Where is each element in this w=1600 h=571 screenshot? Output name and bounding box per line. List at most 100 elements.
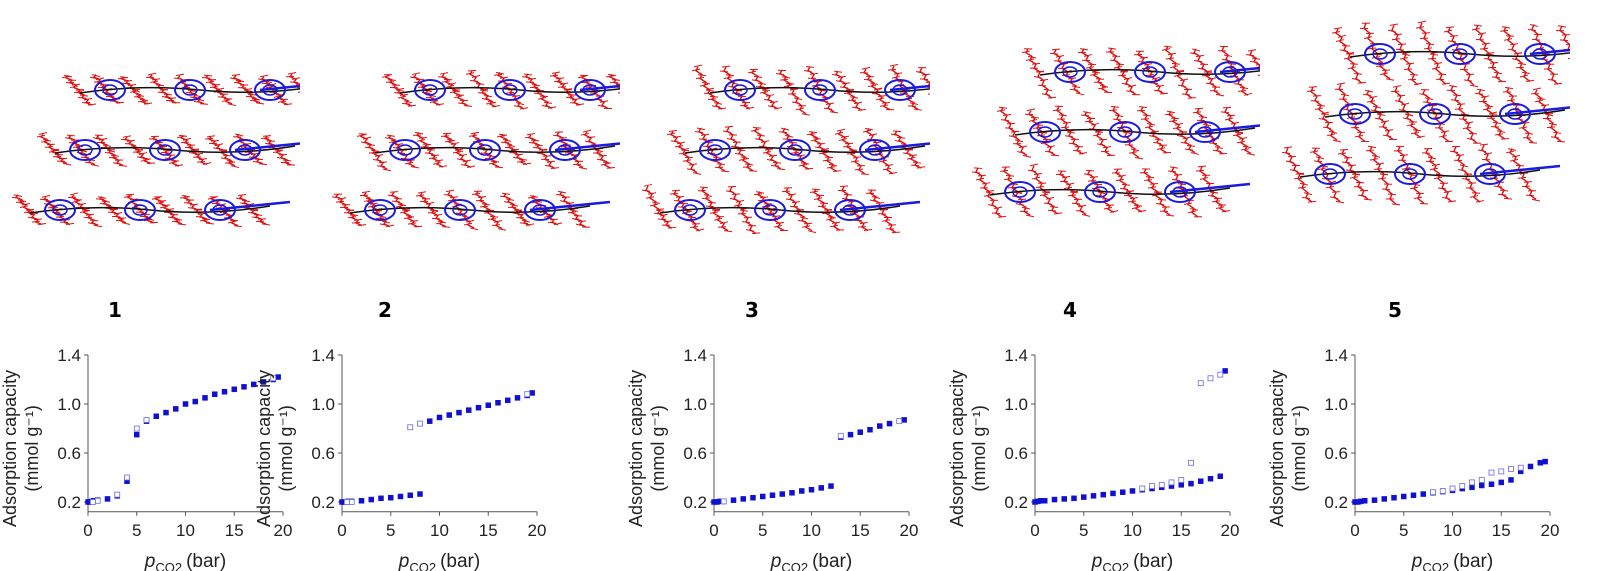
alkyl-branch [1423, 47, 1433, 50]
desorption-point [1449, 485, 1456, 492]
alkyl-branch [1379, 173, 1389, 176]
alkyl-branch [1144, 125, 1154, 129]
alkyl-branch [131, 88, 141, 91]
alkyl-branch [753, 75, 763, 79]
polymer-backbone-end [554, 142, 620, 152]
alkyl-branch [1075, 92, 1085, 96]
alkyl-branch [1037, 84, 1047, 87]
alkyl-branch [759, 91, 769, 94]
alkyl-branch [241, 199, 251, 203]
alkyl-chain [1152, 131, 1168, 154]
adsorption-point [1469, 484, 1475, 491]
aromatic-core [884, 79, 916, 101]
alkyl-branch [692, 172, 702, 175]
alkyl-branch [793, 97, 803, 100]
alkyl-branch [1085, 169, 1095, 172]
alkyl-branch [547, 106, 557, 109]
alkyl-branch [849, 96, 859, 99]
alkyl-branch [827, 216, 837, 219]
alkyl-branch [245, 95, 255, 98]
panel-label: 2 [378, 298, 392, 322]
alkyl-branch [1186, 145, 1196, 147]
alkyl-branch [877, 95, 887, 98]
alkyl-branch [1331, 191, 1341, 193]
alkyl-branch [1091, 187, 1101, 190]
alkyl-branch [1363, 198, 1373, 201]
adsorption-point [475, 404, 482, 411]
polymer-backbone-end [1504, 106, 1570, 116]
alkyl-branch [1504, 86, 1514, 90]
desorption-point [133, 425, 140, 432]
alkyl-branch [695, 228, 705, 232]
crystal-structure-3 [641, 63, 930, 235]
alkyl-branch [417, 191, 427, 194]
alkyl-branch [522, 162, 532, 166]
alkyl-branch [1461, 178, 1471, 180]
alkyl-branch [1069, 190, 1079, 193]
alkyl-branch [1121, 183, 1131, 186]
alkyl-branch [1125, 190, 1135, 193]
alkyl-branch [813, 80, 823, 83]
desorption-point [1158, 481, 1165, 488]
alkyl-branch [1053, 212, 1063, 215]
alkyl-branch [1079, 48, 1089, 51]
alkyl-branch [1519, 172, 1529, 175]
alkyl-branch [891, 76, 901, 79]
alkyl-branch [1499, 189, 1509, 192]
alkyl-branch [1115, 63, 1125, 66]
alkyl-chain [1335, 28, 1351, 55]
alkyl-branch [1466, 137, 1476, 141]
alkyl-branch [552, 134, 562, 137]
alkyl-branch [117, 217, 127, 219]
alkyl-branch [226, 159, 236, 163]
y-tick-label: 1.0 [57, 395, 81, 414]
alkyl-branch [460, 164, 470, 167]
alkyl-branch [77, 97, 87, 99]
aromatic-core [1444, 43, 1476, 65]
alkyl-branch [1203, 70, 1213, 73]
alkyl-branch [1374, 117, 1384, 120]
alkyl-branch [140, 158, 150, 162]
alkyl-branch [707, 98, 717, 101]
alkyl-branch [441, 226, 451, 228]
alkyl-branch [1449, 35, 1459, 37]
alkyl-branch [1438, 135, 1448, 138]
desorption-point [89, 499, 96, 505]
alkyl-chain [1347, 53, 1363, 84]
alkyl-branch [93, 224, 103, 228]
alkyl-branch [124, 143, 134, 145]
alkyl-branch [609, 81, 619, 84]
alkyl-branch [1365, 149, 1375, 152]
alkyl-branch [1443, 190, 1453, 194]
alkyl-branch [1122, 131, 1132, 135]
alkyl-branch [1171, 178, 1181, 182]
alkyl-branch [197, 212, 207, 215]
alkyl-branch [295, 83, 300, 86]
alkyl-branch [382, 168, 392, 172]
aromatic-ring [397, 144, 413, 156]
desorption-point [143, 417, 150, 423]
adsorption-point [153, 413, 159, 419]
alkyl-branch [869, 82, 879, 85]
alkyl-branch [1092, 133, 1102, 137]
alkyl-branch [864, 127, 874, 131]
x-tick-label: 15 [225, 521, 244, 540]
alkyl-branch [1384, 129, 1394, 132]
alkyl-branch [755, 191, 765, 194]
alkyl-branch [1083, 54, 1093, 57]
alkyl-branch [723, 230, 733, 233]
alkyl-branch [46, 143, 56, 146]
alkyl-branch [1479, 47, 1489, 50]
alkyl-branch [1181, 93, 1191, 96]
alkyl-branch [174, 164, 184, 167]
alkyl-branch [772, 161, 782, 164]
alkyl-chain [455, 149, 472, 169]
adsorption-point [886, 420, 893, 427]
aromatic-ring [1062, 66, 1078, 78]
alkyl-branch [909, 102, 919, 105]
alkyl-branch [862, 129, 872, 133]
alkyl-branch [515, 102, 525, 106]
aromatic-ring [1222, 66, 1238, 78]
alkyl-branch [512, 156, 522, 160]
